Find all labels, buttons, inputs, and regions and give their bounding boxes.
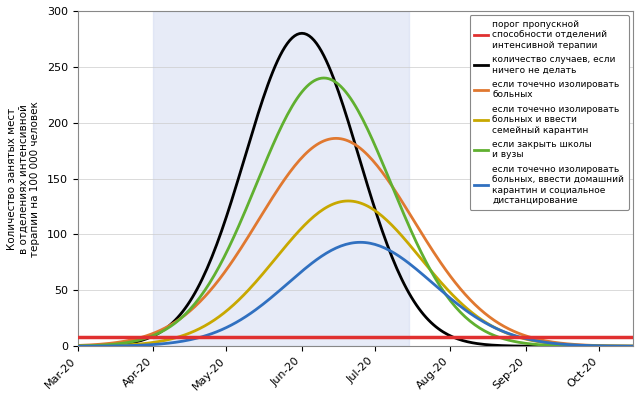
Y-axis label: Количество занятых мест
в отделениях интенсивной
терапии на 100 000 человек: Количество занятых мест в отделениях инт… (7, 101, 40, 257)
Legend: порог пропускной
способности отделений
интенсивной терапии, количество случаев, : порог пропускной способности отделений и… (470, 16, 628, 209)
Bar (154, 11, 409, 346)
